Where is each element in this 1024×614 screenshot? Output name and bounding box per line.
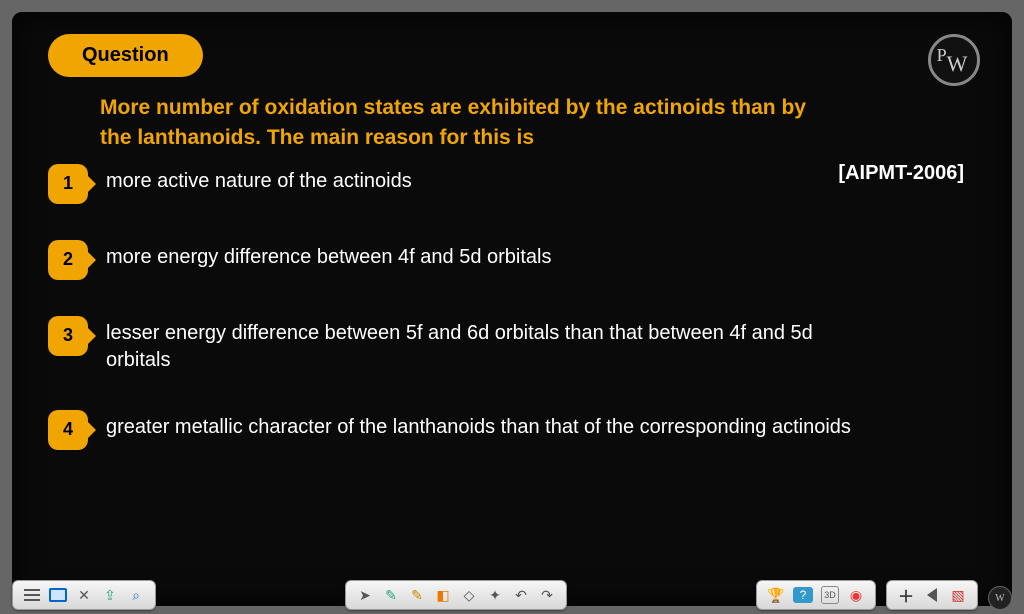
undo-icon[interactable]: ↶ <box>512 586 530 604</box>
shapes-icon[interactable]: ◇ <box>460 586 478 604</box>
option-row[interactable]: 4 greater metallic character of the lant… <box>48 408 976 450</box>
eraser-icon[interactable]: ◧ <box>434 586 452 604</box>
slide-board: PW Question More number of oxidation sta… <box>12 12 1012 606</box>
question-source: [AIPMT-2006] <box>838 162 964 185</box>
prev-icon[interactable] <box>923 586 941 604</box>
pen-icon[interactable]: ✎ <box>382 586 400 604</box>
corner-brand-icon: W <box>988 586 1012 610</box>
menu-icon[interactable] <box>23 586 41 604</box>
toolbar-left-group: ✕ ⇪ ⌕ <box>12 580 156 610</box>
highlighter-icon[interactable]: ✎ <box>408 586 426 604</box>
option-number-badge: 4 <box>48 410 88 450</box>
option-text: lesser energy difference between 5f and … <box>106 314 866 374</box>
brand-logo: PW <box>928 34 980 86</box>
presentation-frame: PW Question More number of oxidation sta… <box>0 0 1024 614</box>
toolbar-right-group-2: ＋ ▧ <box>886 580 978 610</box>
question-badge: Question <box>48 34 203 77</box>
question-text: More number of oxidation states are exhi… <box>100 93 836 154</box>
plus-icon[interactable]: ＋ <box>897 586 915 604</box>
logo-letter-p: P <box>937 45 947 66</box>
option-text: more energy difference between 4f and 5d… <box>106 238 551 271</box>
toolbar-center-group: ➤ ✎ ✎ ◧ ◇ ✦ ↶ ↷ <box>345 580 567 610</box>
option-row[interactable]: 2 more energy difference between 4f and … <box>48 238 976 280</box>
option-text: more active nature of the actinoids <box>106 162 412 195</box>
option-row[interactable]: 3 lesser energy difference between 5f an… <box>48 314 976 374</box>
toolbar-right-cluster: 🏆 ? 3D ◉ ＋ ▧ W <box>756 580 1012 610</box>
three-d-icon[interactable]: 3D <box>821 586 839 604</box>
cursor-icon[interactable]: ➤ <box>356 586 374 604</box>
search-icon[interactable]: ⌕ <box>127 586 145 604</box>
bottom-toolbar: ✕ ⇪ ⌕ ➤ ✎ ✎ ◧ ◇ ✦ ↶ ↷ 🏆 ? 3D ◉ ＋ ▧ <box>12 576 1012 610</box>
logo-letter-w: W <box>947 51 968 77</box>
screen-icon[interactable] <box>49 586 67 604</box>
toolbar-right-group-1: 🏆 ? 3D ◉ <box>756 580 876 610</box>
record-icon[interactable]: ◉ <box>847 586 865 604</box>
option-row[interactable]: 1 more active nature of the actinoids <box>48 162 976 204</box>
help-icon[interactable]: ? <box>793 587 813 603</box>
option-text: greater metallic character of the lantha… <box>106 408 851 441</box>
share-icon[interactable]: ⇪ <box>101 586 119 604</box>
option-number-badge: 1 <box>48 164 88 204</box>
pointer-icon[interactable]: ✦ <box>486 586 504 604</box>
trophy-icon[interactable]: 🏆 <box>767 586 785 604</box>
option-number-badge: 3 <box>48 316 88 356</box>
option-number-badge: 2 <box>48 240 88 280</box>
options-list: 1 more active nature of the actinoids 2 … <box>48 162 976 450</box>
slides-icon[interactable]: ▧ <box>949 586 967 604</box>
tools-icon[interactable]: ✕ <box>75 586 93 604</box>
redo-icon[interactable]: ↷ <box>538 586 556 604</box>
